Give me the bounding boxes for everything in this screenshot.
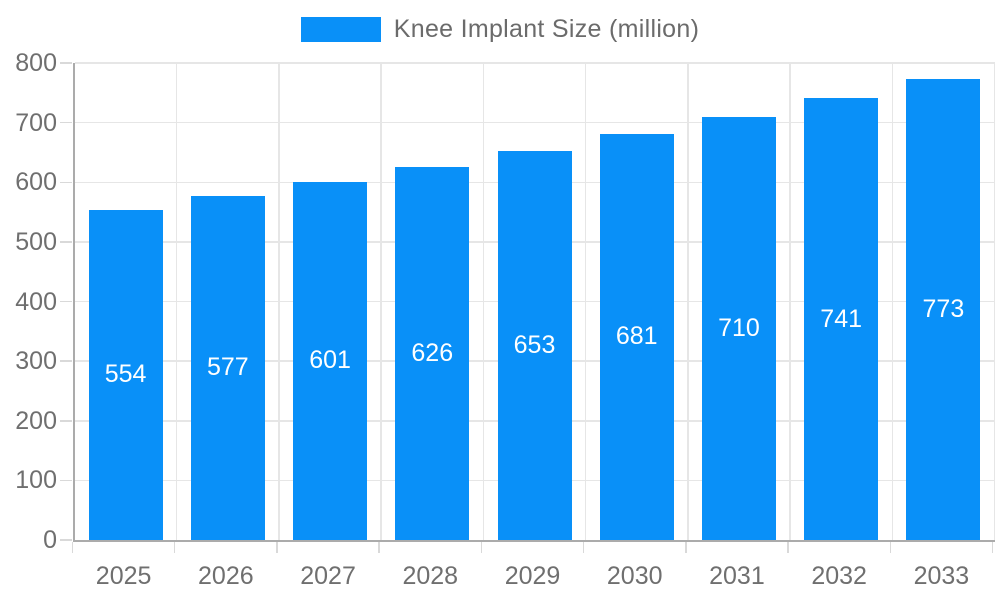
x-tick-label: 2029 (504, 562, 561, 590)
y-tick-label: 300 (15, 347, 57, 376)
x-tick (582, 542, 585, 553)
y-tick (60, 479, 72, 482)
plot-area: 554 577 601 626 653 681 710 741 773 (72, 62, 996, 542)
x-tick-label: 2032 (811, 562, 867, 590)
x-tick-label: 2033 (913, 562, 970, 590)
x-tick (480, 542, 483, 553)
x-gridline (789, 63, 791, 540)
bar-value-label: 741 (820, 304, 863, 333)
x-gridline (993, 63, 996, 540)
x-tick-label: 2027 (300, 562, 356, 590)
x-tick-label: 2031 (709, 562, 765, 590)
x-tick-label: 2028 (402, 562, 459, 590)
x-tick (173, 542, 176, 553)
bar-value-label: 681 (615, 322, 658, 351)
x-tick (685, 542, 687, 553)
bar-value-label: 601 (309, 346, 351, 375)
bar-value-label: 554 (104, 360, 147, 389)
bar-value-label: 773 (922, 295, 965, 324)
legend-label: Knee Implant Size (million) (393, 15, 700, 43)
bar-2027: 601 (293, 181, 368, 540)
bar-value-label: 577 (206, 353, 249, 382)
bar-value-label: 710 (718, 313, 760, 342)
bar-2031: 710 (701, 116, 776, 540)
y-tick-label: 100 (15, 466, 57, 495)
x-tick (787, 542, 789, 553)
y-tick-label: 0 (43, 526, 57, 554)
y-tick-label: 700 (15, 108, 57, 137)
x-gridline (891, 63, 894, 540)
y-tick-label: 400 (15, 287, 57, 316)
y-tick (60, 62, 72, 64)
bar-2025: 554 (88, 209, 163, 540)
y-tick-label: 600 (15, 168, 57, 197)
y-tick-label: 200 (15, 406, 57, 435)
x-tick (991, 542, 994, 553)
x-gridline (687, 63, 689, 540)
y-gridline (74, 62, 995, 64)
bar-2032: 741 (804, 98, 879, 540)
x-gridline (278, 63, 280, 540)
legend: Knee Implant Size (million) (0, 15, 1000, 44)
x-gridline (175, 63, 178, 540)
y-tick (60, 241, 72, 243)
y-tick-label: 800 (15, 49, 57, 77)
bar-2033: 773 (906, 79, 981, 540)
bar-2029: 653 (497, 150, 572, 540)
y-tick (60, 121, 72, 124)
y-tick (60, 539, 72, 541)
x-tick (276, 542, 278, 553)
x-gridline (482, 63, 485, 540)
bar-value-label: 653 (513, 330, 556, 359)
bar-value-label: 626 (411, 338, 454, 367)
bar-2028: 626 (395, 166, 470, 540)
bar-2026: 577 (190, 195, 265, 540)
y-tick-label: 500 (15, 227, 57, 256)
bar-2030: 681 (599, 133, 674, 540)
x-tick (889, 542, 892, 553)
x-tick (71, 542, 74, 553)
legend-swatch (300, 17, 381, 42)
y-tick (60, 181, 72, 183)
y-tick (60, 420, 72, 422)
x-tick-label: 2026 (198, 562, 254, 590)
x-tick (378, 542, 380, 553)
y-tick (60, 360, 72, 362)
x-tick-label: 2025 (95, 562, 152, 590)
x-gridline (380, 63, 382, 540)
y-gridline (74, 121, 995, 124)
x-gridline (584, 63, 587, 540)
y-tick (60, 300, 72, 303)
x-tick-label: 2030 (606, 562, 663, 590)
